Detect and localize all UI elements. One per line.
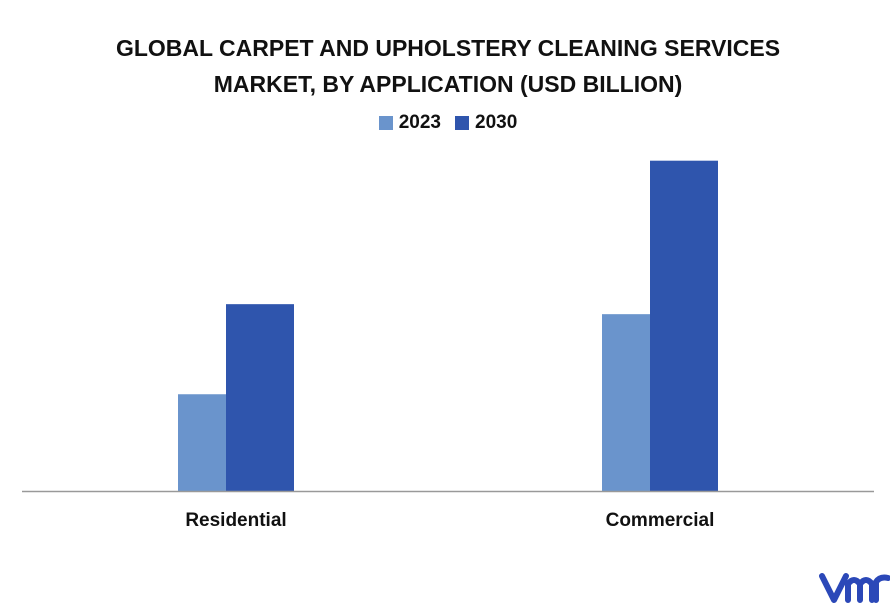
chart-title-line-2: MARKET, BY APPLICATION (USD BILLION) [213, 71, 683, 97]
chart-legend: 2023 2030 [0, 112, 896, 134]
bar-residential-2023 [178, 394, 226, 491]
chart-title: GLOBAL CARPET AND UPHOLSTERY CLEANING SE… [0, 30, 896, 102]
bar-residential-2030 [226, 304, 294, 491]
x-tick-label-commercial: Commercial [606, 510, 715, 531]
legend-item-2023: 2023 [378, 112, 441, 134]
legend-swatch-2023 [378, 116, 393, 130]
legend-label-2023: 2023 [398, 112, 441, 133]
x-tick-label-residential: Residential [185, 510, 286, 531]
chart-title-line-1: GLOBAL CARPET AND UPHOLSTERY CLEANING SE… [115, 35, 781, 61]
vmr-logo-icon [819, 573, 890, 603]
bar-commercial-2023 [602, 314, 650, 491]
bar-commercial-2030 [650, 160, 718, 491]
legend-swatch-2030 [455, 116, 469, 130]
legend-item-2030: 2030 [455, 112, 517, 134]
legend-label-2030: 2030 [475, 112, 518, 133]
